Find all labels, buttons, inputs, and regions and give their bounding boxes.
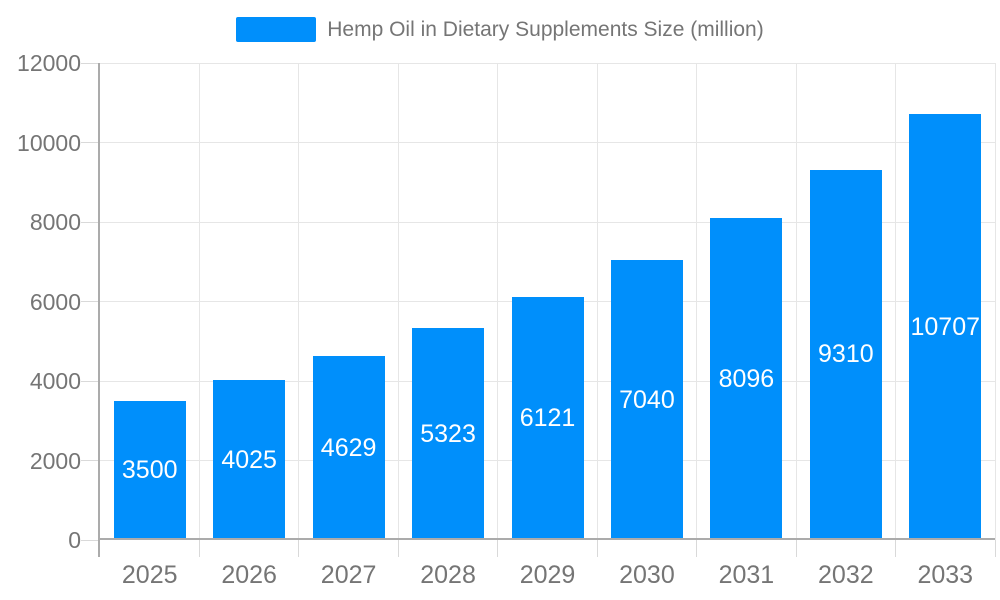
legend: Hemp Oil in Dietary Supplements Size (mi…: [0, 17, 1000, 42]
x-axis-tick: [596, 540, 598, 557]
bar-value-label: 10707: [910, 312, 981, 341]
bar-2029[interactable]: 6121: [511, 296, 584, 540]
bar-2026[interactable]: 4025: [213, 380, 286, 540]
x-axis-label: 2027: [320, 561, 377, 589]
bar-2027[interactable]: 4629: [312, 356, 385, 540]
x-axis-label: 2025: [121, 561, 178, 589]
bar-value-label: 9310: [818, 340, 874, 369]
y-axis-tick: [81, 301, 98, 302]
x-axis-tick: [696, 540, 698, 557]
y-axis-tick: [81, 380, 98, 382]
bar-2032[interactable]: 9310: [809, 169, 882, 540]
y-axis-tick-label: 10000: [17, 129, 81, 156]
gridline-v: [298, 63, 300, 540]
x-axis-label: 2026: [221, 561, 277, 589]
y-axis-tick-label: 2000: [29, 447, 81, 474]
gridline-h: [100, 142, 995, 143]
bar-value-label: 3500: [121, 455, 178, 484]
gridline-v: [596, 63, 598, 540]
y-axis-line: [98, 63, 100, 557]
legend-label: Hemp Oil in Dietary Supplements Size (mi…: [327, 17, 764, 41]
x-axis-label: 2028: [420, 561, 476, 589]
x-axis-baseline: [100, 538, 995, 540]
x-axis-tick: [497, 540, 499, 557]
legend-item[interactable]: Hemp Oil in Dietary Supplements Size (mi…: [236, 17, 764, 42]
y-axis-tick: [81, 539, 98, 541]
bar-2031[interactable]: 8096: [710, 218, 783, 540]
y-axis-tick-label: 6000: [29, 288, 81, 315]
legend-swatch-icon: [236, 17, 317, 42]
bar-value-label: 5323: [420, 419, 476, 448]
bar-2033[interactable]: 10707: [909, 114, 982, 540]
x-axis-label: 2030: [619, 561, 675, 589]
y-axis-tick: [81, 142, 98, 143]
gridline-h: [100, 221, 995, 223]
x-axis-tick: [795, 540, 797, 557]
x-axis-tick: [198, 540, 200, 557]
bar-2028[interactable]: 5323: [412, 328, 485, 540]
x-axis-label: 2029: [519, 561, 576, 589]
x-axis-tick: [397, 540, 399, 557]
y-axis-tick-label: 12000: [17, 50, 81, 76]
x-axis-label: 2032: [818, 561, 874, 589]
y-axis-tick: [81, 62, 98, 64]
gridline-v: [397, 63, 399, 540]
gridline-v: [895, 63, 897, 540]
bar-value-label: 4629: [320, 433, 377, 462]
y-axis-tick: [81, 460, 98, 461]
bar-2030[interactable]: 7040: [610, 260, 683, 540]
gridline-v: [994, 63, 996, 540]
x-axis-label: 2033: [917, 561, 974, 589]
y-axis-tick-label: 0: [68, 527, 81, 553]
plot-area: 3500 4025 4629 5323 6121 7040 8096 9310 10707: [81, 62, 996, 557]
bar-value-label: 8096: [718, 364, 775, 393]
x-axis-tick: [298, 540, 300, 557]
x-axis-tick: [895, 540, 897, 557]
y-axis-tick: [81, 221, 98, 223]
gridline-v: [795, 63, 797, 540]
bar-2025[interactable]: 3500: [113, 400, 186, 540]
x-axis-label: 2031: [718, 561, 775, 589]
y-axis-tick-label: 8000: [29, 209, 81, 235]
gridline-v: [696, 63, 698, 540]
y-axis-tick-label: 4000: [29, 368, 81, 394]
bar-value-label: 7040: [619, 385, 675, 414]
x-axis-tick: [994, 540, 996, 557]
gridline-v: [497, 63, 499, 540]
bar-value-label: 6121: [519, 403, 576, 432]
gridline-v: [198, 63, 200, 540]
gridline-h: [100, 62, 995, 64]
bar-value-label: 4025: [221, 445, 277, 474]
